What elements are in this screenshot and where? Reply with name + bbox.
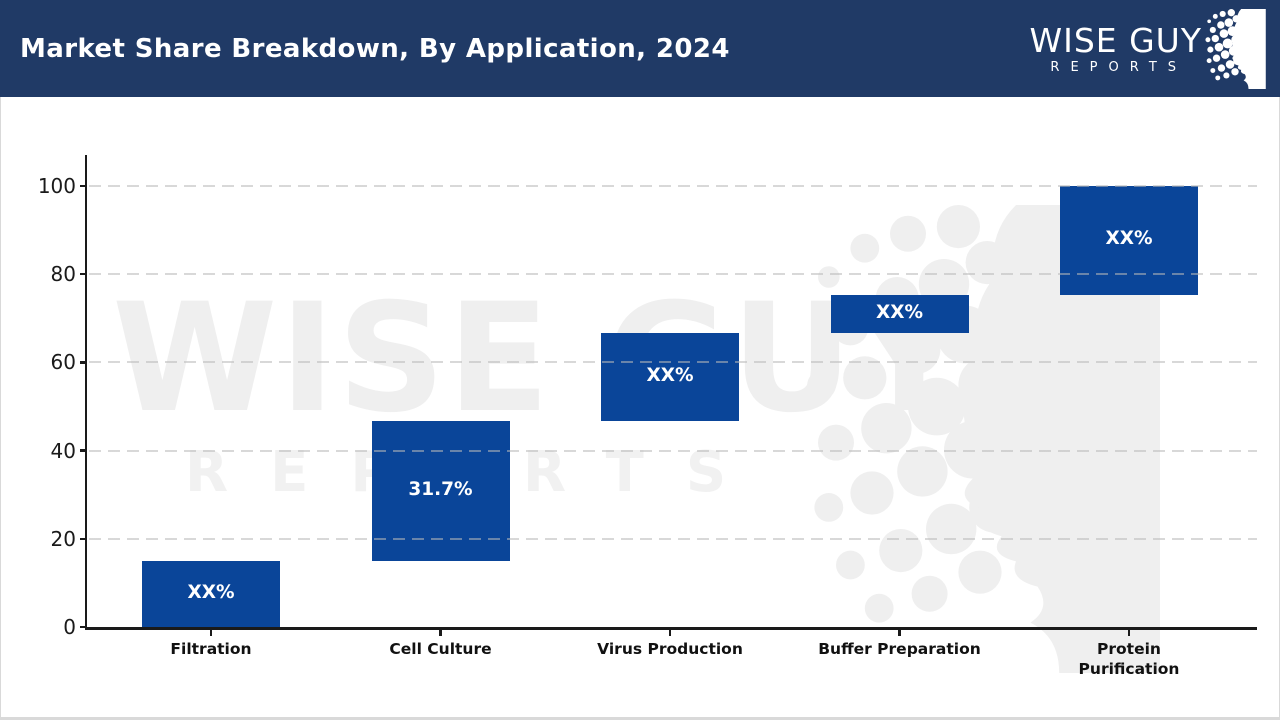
gridline: [89, 273, 1257, 276]
x-category-label: Protein Purification: [1078, 640, 1180, 679]
bar-value-label: XX%: [1105, 228, 1153, 250]
wiseguy-logo-text: WISE GUY REPORTS: [1029, 24, 1202, 74]
wiseguy-logo: WISE GUY REPORTS: [1029, 8, 1266, 89]
y-tick-mark: [80, 625, 87, 629]
page-title: Market Share Breakdown, By Application, …: [20, 33, 730, 64]
y-tick-mark: [80, 449, 87, 452]
x-tick-mark: [209, 629, 213, 636]
y-axis: [84, 155, 87, 630]
gridline: [89, 185, 1257, 187]
y-tick-mark: [80, 361, 87, 364]
x-category-label: Cell Culture: [389, 640, 492, 658]
x-tick-mark: [439, 629, 442, 636]
bar-value-label: XX%: [646, 364, 694, 386]
gridline: [89, 449, 1257, 452]
x-tick-mark: [668, 629, 672, 636]
y-tick-label: 60: [50, 350, 76, 375]
page-border-bottom: [0, 717, 1280, 720]
y-tick-label: 20: [50, 526, 76, 551]
gridline: [89, 537, 1257, 540]
bar-buffer-preparation: [830, 294, 969, 333]
x-axis: [84, 627, 1257, 630]
logo-subtext: REPORTS: [1050, 59, 1188, 75]
bar-value-label: XX%: [187, 581, 235, 603]
y-tick-mark: [80, 184, 87, 188]
x-category-label: Filtration: [170, 640, 252, 658]
gridline: [89, 361, 1257, 364]
y-tick-label: 100: [37, 174, 76, 198]
bar-filtration: [142, 560, 280, 627]
bar-virus-production: [601, 332, 739, 422]
wiseguy-face-icon: [1204, 8, 1266, 89]
header-bar: Market Share Breakdown, By Application, …: [0, 0, 1280, 97]
x-category-label: Virus Production: [597, 640, 743, 658]
watermark-wordmark: WISE GUY: [112, 272, 966, 446]
y-tick-label: 0: [63, 615, 76, 639]
y-tick-label: 40: [50, 438, 76, 463]
y-tick-mark: [80, 272, 87, 276]
logo-wordmark: WISE GUY: [1029, 20, 1202, 60]
bar-value-label: XX%: [875, 301, 924, 323]
x-tick-mark: [1127, 629, 1131, 636]
y-tick-mark: [80, 537, 87, 541]
bar-value-label: 31.7%: [408, 478, 473, 500]
bar-protein-purification: [1060, 186, 1198, 295]
bar-cell-culture: [371, 421, 510, 561]
x-tick-mark: [898, 629, 901, 636]
x-category-label: Buffer Preparation: [818, 640, 981, 658]
y-tick-label: 80: [50, 262, 76, 287]
page-border-left: [0, 97, 1, 720]
